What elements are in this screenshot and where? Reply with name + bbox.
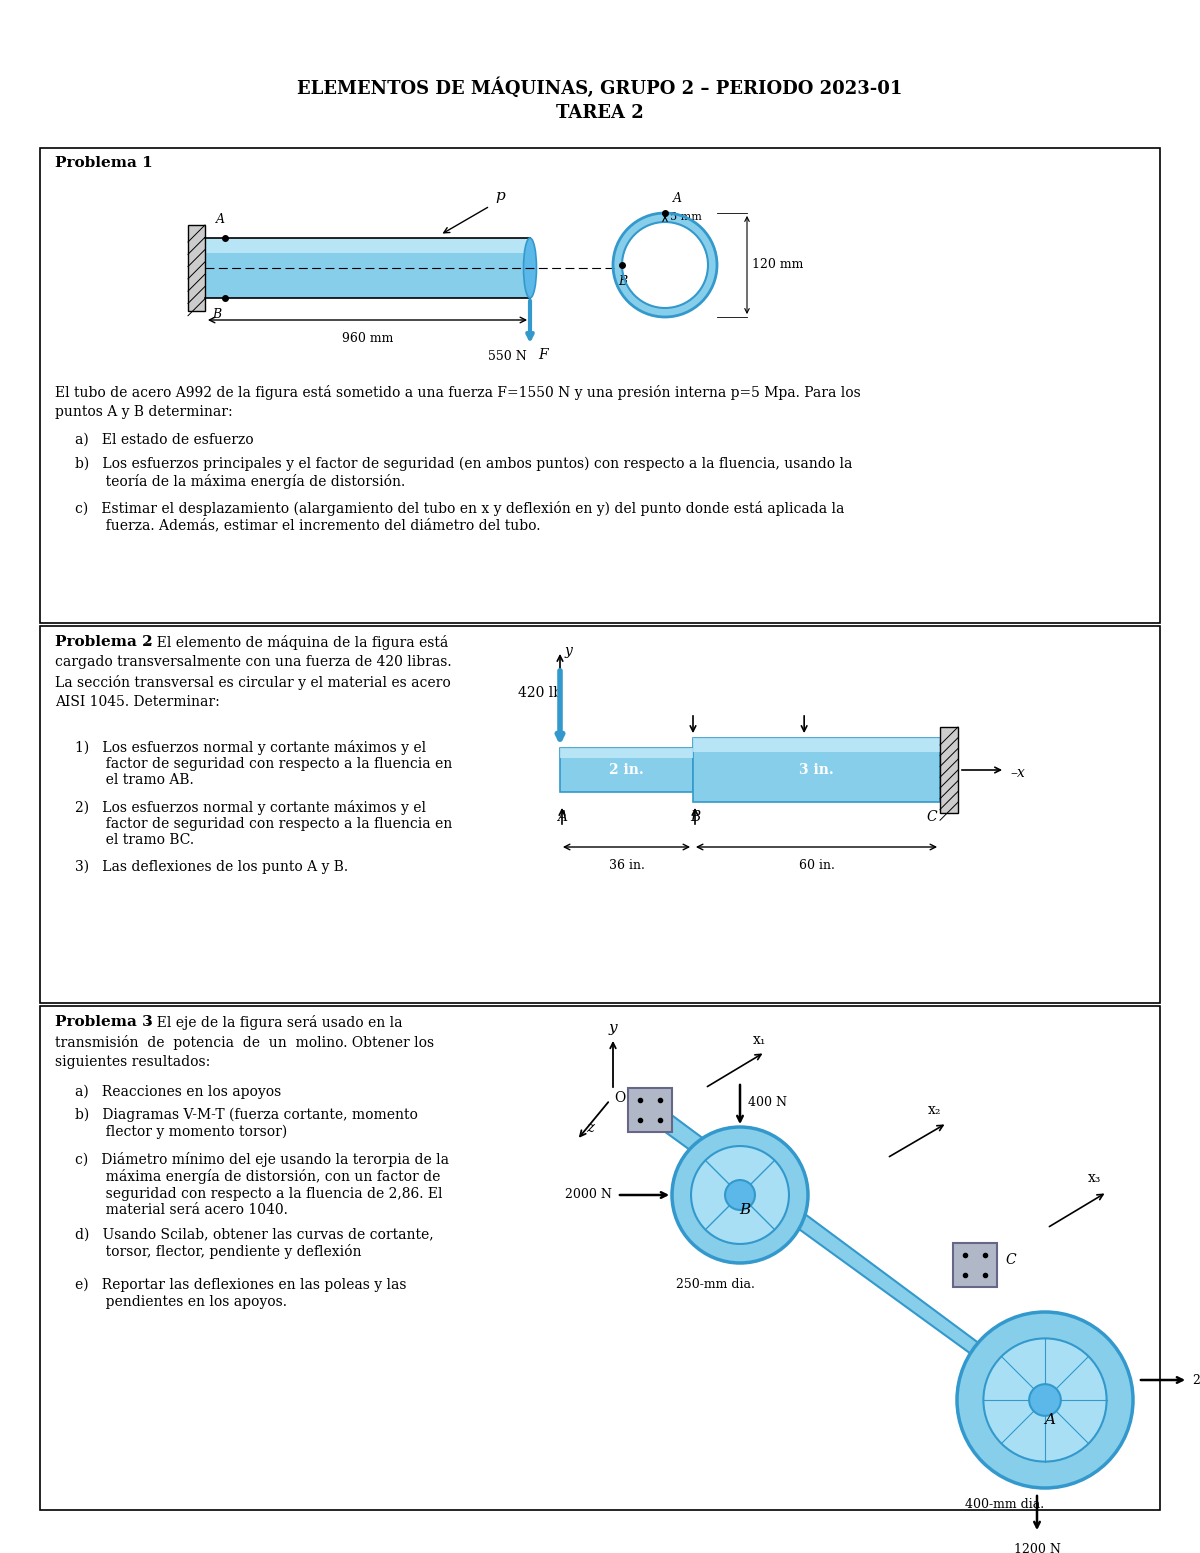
Text: TAREA 2: TAREA 2 — [556, 104, 644, 123]
Text: A: A — [1044, 1413, 1056, 1427]
Text: 3 in.: 3 in. — [799, 763, 834, 776]
Circle shape — [622, 222, 708, 307]
Text: B: B — [739, 1204, 751, 1218]
Bar — [205, 238, 530, 253]
Text: F: F — [538, 348, 547, 362]
Text: y: y — [565, 644, 572, 658]
Text: AISI 1045. Determinar:: AISI 1045. Determinar: — [55, 696, 220, 710]
Text: Problema 3: Problema 3 — [55, 1016, 152, 1030]
Text: 550 N: 550 N — [488, 349, 527, 363]
Text: 420 lb: 420 lb — [518, 686, 562, 700]
Text: 5 mm: 5 mm — [670, 213, 702, 222]
Text: B: B — [212, 307, 222, 321]
Circle shape — [725, 1180, 755, 1210]
Text: 36 in.: 36 in. — [608, 859, 644, 871]
Circle shape — [1030, 1384, 1061, 1416]
Text: B: B — [618, 275, 628, 287]
Bar — [40, 1006, 1160, 1510]
Text: ELEMENTOS DE MÁQUINAS, GRUPO 2 – PERIODO 2023-01: ELEMENTOS DE MÁQUINAS, GRUPO 2 – PERIODO… — [298, 78, 902, 98]
Bar — [560, 749, 694, 758]
Circle shape — [613, 213, 718, 317]
Text: b)   Diagramas V-M-T (fuerza cortante, momento
       flector y momento torsor): b) Diagramas V-M-T (fuerza cortante, mom… — [74, 1107, 418, 1138]
Text: z: z — [586, 1121, 594, 1135]
Text: cargado transversalmente con una fuerza de 420 libras.: cargado transversalmente con una fuerza … — [55, 655, 451, 669]
Bar — [40, 148, 1160, 623]
Text: A: A — [673, 193, 682, 205]
Text: 250-mm dia.: 250-mm dia. — [676, 1278, 755, 1291]
Text: La sección transversal es circular y el material es acero: La sección transversal es circular y el … — [55, 676, 451, 690]
Text: – El eje de la figura será usado en la: – El eje de la figura será usado en la — [142, 1016, 402, 1030]
Text: O: O — [614, 1092, 625, 1106]
Text: A: A — [216, 213, 224, 227]
Bar — [694, 738, 940, 752]
Text: c)   Estimar el desplazamiento (alargamiento del tubo en x y deflexión en y) del: c) Estimar el desplazamiento (alargamien… — [74, 502, 845, 533]
Text: 2 in.: 2 in. — [610, 763, 644, 776]
Text: B: B — [690, 811, 700, 825]
Bar — [188, 225, 205, 311]
Text: 1200 N: 1200 N — [1014, 1544, 1061, 1553]
Text: C: C — [1006, 1253, 1015, 1267]
Text: b)   Los esfuerzos principales y el factor de seguridad (en ambos puntos) con re: b) Los esfuerzos principales y el factor… — [74, 457, 852, 489]
Bar — [205, 238, 530, 298]
Bar — [694, 738, 940, 801]
Text: e)   Reportar las deflexiones en las poleas y las
       pendientes en los apoyo: e) Reportar las deflexiones en las polea… — [74, 1278, 407, 1309]
Text: c)   Diámetro mínimo del eje usando la terorpia de la
       máxima energía de d: c) Diámetro mínimo del eje usando la ter… — [74, 1152, 449, 1218]
Circle shape — [691, 1146, 788, 1244]
FancyBboxPatch shape — [628, 1089, 672, 1132]
Text: Problema 1: Problema 1 — [55, 155, 152, 169]
Text: y: y — [608, 1020, 617, 1034]
Text: 400-mm dia.: 400-mm dia. — [966, 1499, 1044, 1511]
Text: 2000 N: 2000 N — [565, 1188, 612, 1202]
Bar — [560, 749, 694, 792]
Text: x₃: x₃ — [1088, 1171, 1102, 1185]
Text: x₂: x₂ — [929, 1103, 942, 1117]
Text: a)   El estado de esfuerzo: a) El estado de esfuerzo — [74, 433, 253, 447]
Text: p: p — [496, 189, 505, 203]
Text: 2)   Los esfuerzos normal y cortante máximos y el
       factor de seguridad con: 2) Los esfuerzos normal y cortante máxim… — [74, 800, 452, 848]
Text: Problema 2: Problema 2 — [55, 635, 152, 649]
Text: A: A — [557, 811, 568, 825]
Text: 120 mm: 120 mm — [752, 258, 803, 272]
Circle shape — [958, 1312, 1133, 1488]
Ellipse shape — [523, 238, 536, 298]
Text: –x: –x — [1010, 766, 1025, 780]
Text: 400 N: 400 N — [748, 1095, 787, 1109]
Bar — [940, 727, 958, 814]
Text: transmisión  de  potencia  de  un  molino. Obtener los: transmisión de potencia de un molino. Ob… — [55, 1034, 434, 1050]
Circle shape — [984, 1339, 1106, 1461]
Text: 60 in.: 60 in. — [798, 859, 834, 871]
Text: x₁: x₁ — [754, 1033, 767, 1047]
Text: 3)   Las deflexiones de los punto A y B.: 3) Las deflexiones de los punto A y B. — [74, 860, 348, 874]
Text: – El elemento de máquina de la figura está: – El elemento de máquina de la figura es… — [142, 635, 449, 651]
FancyBboxPatch shape — [953, 1242, 997, 1287]
Bar — [40, 626, 1160, 1003]
Text: El tubo de acero A992 de la figura está sometido a una fuerza F=1550 N y una pre: El tubo de acero A992 de la figura está … — [55, 385, 860, 401]
Circle shape — [672, 1127, 808, 1263]
Text: d)   Usando Scilab, obtener las curvas de cortante,
       torsor, flector, pend: d) Usando Scilab, obtener las curvas de … — [74, 1228, 433, 1259]
Text: siguientes resultados:: siguientes resultados: — [55, 1054, 210, 1068]
Text: a)   Reacciones en los apoyos: a) Reacciones en los apoyos — [74, 1086, 281, 1100]
Text: 1)   Los esfuerzos normal y cortante máximos y el
       factor de seguridad con: 1) Los esfuerzos normal y cortante máxim… — [74, 739, 452, 787]
Text: 960 mm: 960 mm — [342, 332, 394, 345]
Text: C: C — [926, 811, 937, 825]
Polygon shape — [646, 1103, 1048, 1405]
Text: 200 N: 200 N — [1193, 1373, 1200, 1387]
Text: puntos A y B determinar:: puntos A y B determinar: — [55, 405, 233, 419]
